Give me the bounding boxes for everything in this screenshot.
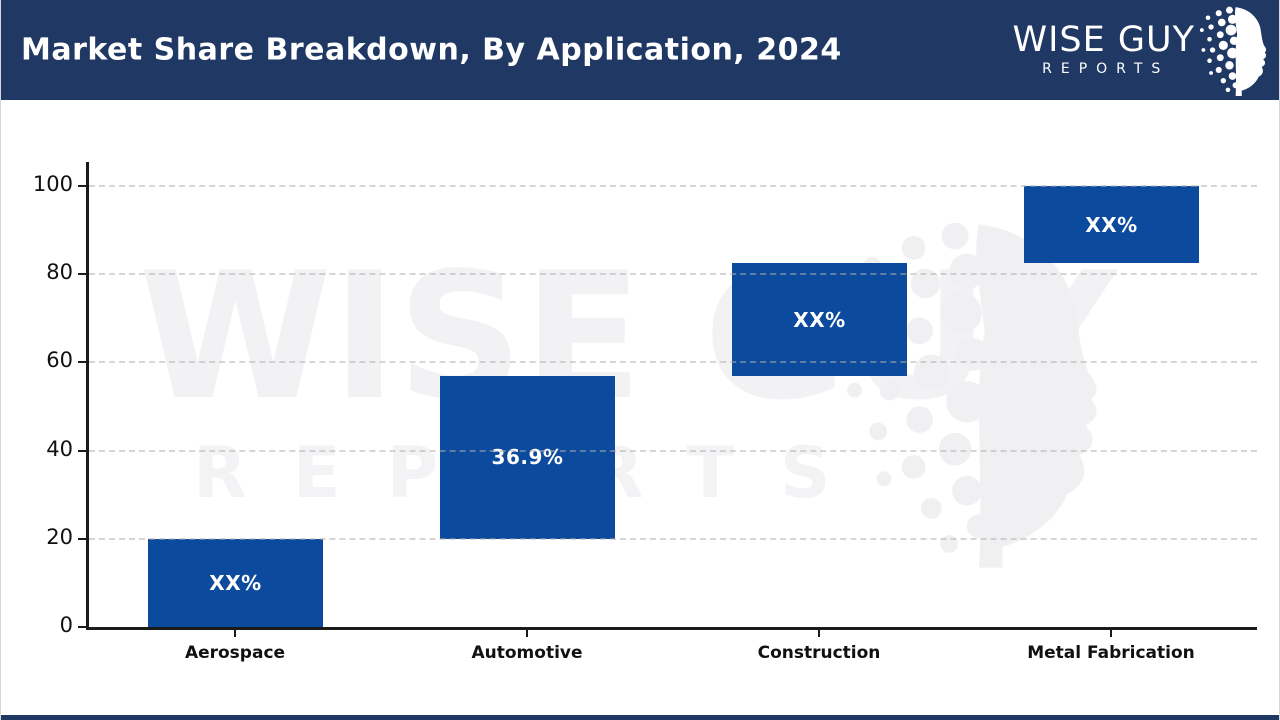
dotted-head-logo-icon — [1191, 4, 1271, 96]
bar-segment: XX% — [1024, 186, 1199, 264]
y-axis-tick-label: 20 — [46, 524, 73, 549]
x-axis-category-label: Metal Fabrication — [1027, 643, 1195, 663]
header-bar: Market Share Breakdown, By Application, … — [1, 0, 1279, 100]
y-axis-tick-label: 0 — [59, 613, 73, 637]
brand-logo: WISE GUY REPORTS — [1012, 4, 1271, 96]
x-axis-tick-mark — [234, 630, 236, 637]
chart-title: Market Share Breakdown, By Application, … — [21, 32, 842, 68]
horizontal-gridline — [89, 361, 1257, 364]
x-axis-tick-mark — [526, 630, 528, 637]
footer-accent-strip — [1, 715, 1279, 720]
x-axis-category-label: Automotive — [471, 643, 583, 663]
y-axis-tick-mark — [78, 361, 86, 364]
x-axis-tick-mark — [1110, 630, 1112, 637]
x-axis-tick-mark — [818, 630, 820, 637]
y-axis-tick-mark — [78, 273, 86, 276]
horizontal-gridline — [89, 537, 1257, 540]
y-axis-tick-label: 60 — [46, 348, 73, 373]
bar-segment: XX% — [732, 263, 907, 377]
x-axis-line — [86, 627, 1257, 630]
y-axis-tick-mark — [78, 626, 86, 628]
y-axis-line — [86, 162, 89, 630]
brand-subtitle: REPORTS — [1042, 61, 1170, 77]
bar-segment: 36.9% — [440, 376, 615, 539]
horizontal-gridline — [89, 449, 1257, 452]
y-axis-tick-mark — [78, 185, 86, 187]
y-axis-tick-label: 80 — [46, 260, 73, 285]
bar-segment: XX% — [148, 538, 323, 627]
bar-value-label: 36.9% — [491, 445, 564, 470]
y-axis-tick-label: 100 — [32, 172, 73, 196]
y-axis-tick-label: 40 — [46, 436, 73, 461]
x-axis-category-label: Aerospace — [184, 643, 286, 663]
horizontal-gridline — [89, 273, 1257, 276]
y-axis-tick-mark — [78, 449, 86, 452]
bar-value-label: XX% — [209, 570, 262, 595]
bar-value-label: XX% — [793, 307, 846, 332]
y-axis-tick-mark — [78, 537, 86, 540]
brand-name: WISE GUY — [1012, 20, 1195, 60]
x-axis-category-label: Construction — [757, 643, 881, 663]
brand-logo-text: WISE GUY REPORTS — [1012, 20, 1195, 78]
bar-value-label: XX% — [1085, 212, 1138, 237]
chart-area: WISE GUY REPORTS 020406080100XX%Aerospac… — [1, 100, 1279, 715]
horizontal-gridline — [89, 185, 1257, 187]
